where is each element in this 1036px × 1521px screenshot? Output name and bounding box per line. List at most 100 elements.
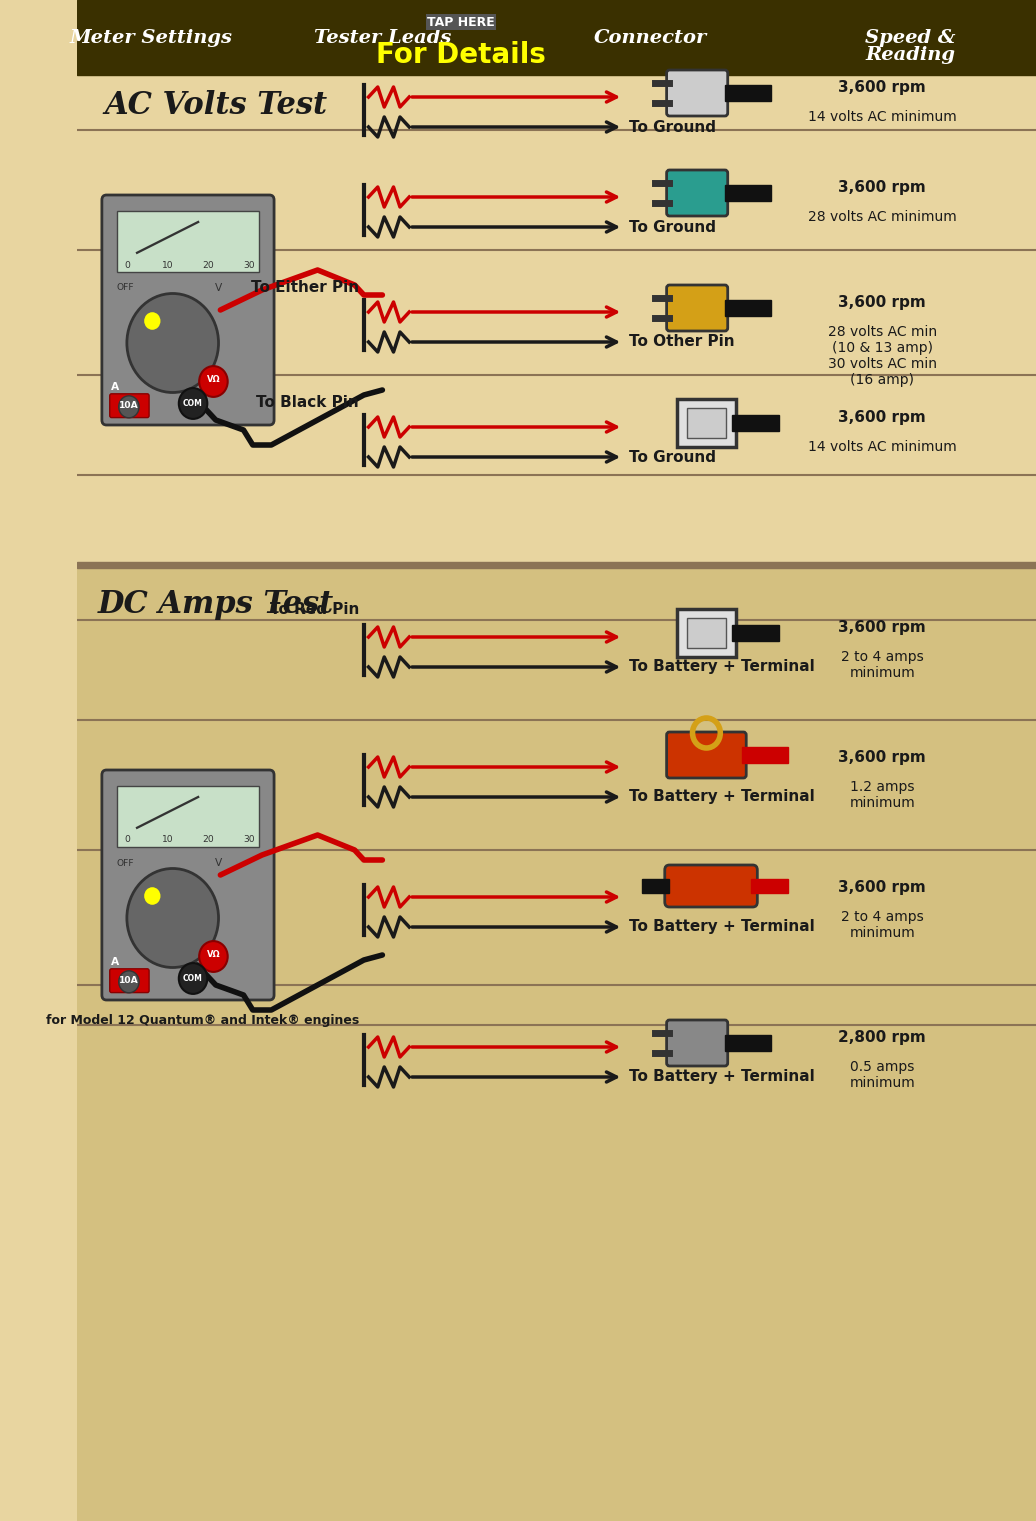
Text: VΩ: VΩ bbox=[206, 949, 221, 958]
Bar bbox=[641, 879, 669, 893]
Text: minimum: minimum bbox=[850, 1075, 915, 1091]
Text: 20: 20 bbox=[202, 835, 214, 844]
Text: A: A bbox=[111, 382, 119, 392]
FancyBboxPatch shape bbox=[102, 195, 275, 424]
Circle shape bbox=[144, 312, 161, 330]
Text: (16 amp): (16 amp) bbox=[851, 373, 915, 386]
Text: 0.5 amps: 0.5 amps bbox=[851, 1060, 915, 1074]
Text: OFF: OFF bbox=[116, 283, 134, 292]
Text: 3,600 rpm: 3,600 rpm bbox=[838, 750, 926, 765]
Text: To Other Pin: To Other Pin bbox=[629, 335, 735, 350]
Text: To Ground: To Ground bbox=[629, 450, 716, 464]
Text: 0: 0 bbox=[124, 260, 130, 269]
Text: Connector: Connector bbox=[595, 29, 708, 47]
Text: 14 volts AC minimum: 14 volts AC minimum bbox=[808, 110, 956, 125]
Text: 3,600 rpm: 3,600 rpm bbox=[838, 411, 926, 424]
Text: (10 & 13 amp): (10 & 13 amp) bbox=[832, 341, 932, 354]
Bar bbox=[742, 747, 788, 764]
FancyBboxPatch shape bbox=[666, 170, 727, 216]
Text: 30 volts AC min: 30 volts AC min bbox=[828, 357, 937, 371]
Text: 2 to 4 amps: 2 to 4 amps bbox=[841, 649, 924, 665]
Text: 3,600 rpm: 3,600 rpm bbox=[838, 81, 926, 94]
Bar bbox=[725, 85, 771, 100]
FancyBboxPatch shape bbox=[102, 770, 275, 999]
Circle shape bbox=[119, 395, 139, 418]
Text: To Battery + Terminal: To Battery + Terminal bbox=[629, 920, 814, 934]
FancyBboxPatch shape bbox=[666, 1021, 727, 1066]
Circle shape bbox=[119, 970, 139, 993]
Text: 10A: 10A bbox=[119, 402, 139, 411]
Text: 1.2 amps: 1.2 amps bbox=[851, 780, 915, 794]
Text: A: A bbox=[111, 957, 119, 967]
Text: 3,600 rpm: 3,600 rpm bbox=[838, 621, 926, 634]
Circle shape bbox=[199, 367, 228, 397]
Bar bbox=[732, 625, 779, 640]
Bar bbox=[725, 300, 771, 316]
Text: To Ground: To Ground bbox=[629, 219, 716, 234]
Bar bbox=[77, 564, 1036, 1521]
Bar bbox=[117, 211, 259, 272]
Bar bbox=[77, 75, 1036, 564]
Text: 30: 30 bbox=[243, 835, 255, 844]
Bar bbox=[725, 1034, 771, 1051]
FancyBboxPatch shape bbox=[677, 399, 736, 447]
Text: Meter Settings: Meter Settings bbox=[69, 29, 232, 47]
Text: minimum: minimum bbox=[850, 666, 915, 680]
Bar bbox=[77, 0, 1036, 75]
Circle shape bbox=[126, 868, 219, 967]
Text: 10A: 10A bbox=[119, 976, 139, 986]
Bar bbox=[751, 879, 788, 893]
Text: To Battery + Terminal: To Battery + Terminal bbox=[629, 1069, 814, 1084]
FancyBboxPatch shape bbox=[666, 732, 746, 779]
Circle shape bbox=[179, 963, 207, 993]
FancyBboxPatch shape bbox=[110, 969, 149, 993]
Circle shape bbox=[199, 941, 228, 972]
Text: VΩ: VΩ bbox=[206, 374, 221, 383]
FancyBboxPatch shape bbox=[687, 408, 726, 438]
Text: 20: 20 bbox=[202, 260, 214, 269]
Text: Tester Leads: Tester Leads bbox=[314, 29, 451, 47]
Text: COM: COM bbox=[183, 399, 203, 408]
Text: minimum: minimum bbox=[850, 926, 915, 940]
Text: V: V bbox=[214, 283, 222, 294]
Text: 3,600 rpm: 3,600 rpm bbox=[838, 179, 926, 195]
FancyBboxPatch shape bbox=[666, 284, 727, 332]
Text: for Model 12 Quantum® and Intek® engines: for Model 12 Quantum® and Intek® engines bbox=[46, 1015, 359, 1027]
Text: minimum: minimum bbox=[850, 795, 915, 811]
Bar bbox=[725, 186, 771, 201]
FancyBboxPatch shape bbox=[677, 608, 736, 657]
Circle shape bbox=[144, 887, 161, 905]
Text: 10: 10 bbox=[162, 260, 173, 269]
Text: 3,600 rpm: 3,600 rpm bbox=[838, 295, 926, 310]
Text: 28 volts AC minimum: 28 volts AC minimum bbox=[808, 210, 956, 224]
Text: COM: COM bbox=[183, 973, 203, 983]
Bar bbox=[117, 786, 259, 847]
Text: 28 volts AC min: 28 volts AC min bbox=[828, 325, 937, 339]
Circle shape bbox=[179, 388, 207, 418]
Text: 3,600 rpm: 3,600 rpm bbox=[838, 881, 926, 894]
Text: 10: 10 bbox=[162, 835, 173, 844]
Bar bbox=[732, 415, 779, 430]
FancyBboxPatch shape bbox=[666, 70, 727, 116]
FancyBboxPatch shape bbox=[687, 618, 726, 648]
Text: Speed &: Speed & bbox=[865, 29, 955, 47]
Text: 14 volts AC minimum: 14 volts AC minimum bbox=[808, 440, 956, 453]
Text: To Either Pin: To Either Pin bbox=[251, 280, 359, 295]
FancyBboxPatch shape bbox=[665, 865, 757, 907]
Text: To Ground: To Ground bbox=[629, 120, 716, 134]
Text: AC Volts Test: AC Volts Test bbox=[105, 90, 327, 120]
Circle shape bbox=[126, 294, 219, 392]
Text: TAP HERE: TAP HERE bbox=[427, 15, 495, 29]
Text: To Red Pin: To Red Pin bbox=[269, 602, 359, 618]
Text: OFF: OFF bbox=[116, 858, 134, 867]
Text: 0: 0 bbox=[124, 835, 130, 844]
Bar bbox=[77, 561, 1036, 567]
FancyBboxPatch shape bbox=[110, 394, 149, 418]
Text: 30: 30 bbox=[243, 260, 255, 269]
Text: V: V bbox=[214, 858, 222, 868]
Text: DC Amps Test: DC Amps Test bbox=[97, 590, 334, 621]
Text: For Details: For Details bbox=[376, 41, 546, 68]
Text: 2,800 rpm: 2,800 rpm bbox=[838, 1030, 926, 1045]
Text: To Black Pin: To Black Pin bbox=[257, 395, 359, 411]
Text: To Battery + Terminal: To Battery + Terminal bbox=[629, 660, 814, 674]
